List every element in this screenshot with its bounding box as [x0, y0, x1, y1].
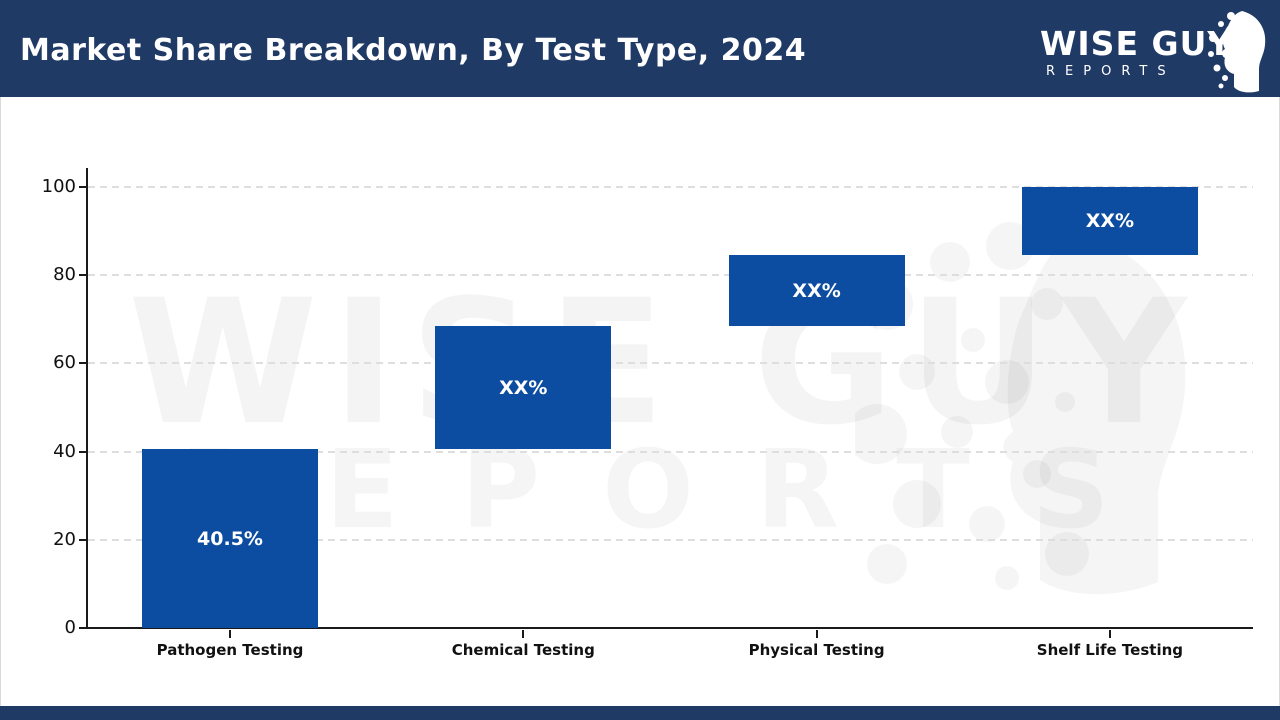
y-tick-mark-100 — [79, 186, 87, 188]
x-tick-mark-0 — [229, 630, 231, 638]
logo-face-icon — [1208, 11, 1266, 93]
y-tick-label-0: 0 — [64, 617, 76, 638]
y-tick-mark-20 — [79, 538, 87, 541]
logo-wiseguy-text: WISE GUY — [1040, 24, 1233, 63]
gridline-60 — [88, 362, 1253, 365]
footer-bar — [0, 706, 1280, 720]
x-category-label-shelf-life-testing: Shelf Life Testing — [1036, 641, 1184, 659]
gridline-100 — [88, 186, 1253, 188]
y-tick-mark-40 — [79, 450, 87, 453]
x-tick-mark-3 — [1108, 630, 1111, 638]
y-tick-label-100: 100 — [41, 176, 76, 197]
bar-value-label: XX% — [1085, 210, 1135, 233]
bar-shelf-life-testing: XX% — [1021, 187, 1198, 256]
x-tick-mark-1 — [522, 630, 525, 638]
x-tick-mark-2 — [815, 630, 818, 638]
page-title: Market Share Breakdown, By Test Type, 20… — [20, 33, 807, 68]
x-axis-spine — [86, 627, 1253, 629]
x-category-label-pathogen-testing: Pathogen Testing — [156, 641, 304, 659]
bar-physical-testing: XX% — [728, 255, 905, 326]
gridline-20 — [88, 538, 1253, 541]
y-tick-mark-60 — [79, 362, 87, 365]
x-category-label-physical-testing: Physical Testing — [748, 641, 885, 659]
y-tick-mark-0 — [79, 627, 87, 629]
y-tick-label-60: 60 — [53, 352, 76, 374]
gridline-80 — [88, 274, 1253, 277]
gridline-40 — [88, 450, 1253, 453]
y-tick-label-80: 80 — [53, 264, 76, 286]
wise-guy-reports-logo: WISE GUY REPORTS — [1002, 6, 1270, 94]
logo-reports-text: REPORTS — [1046, 64, 1176, 79]
y-tick-label-20: 20 — [53, 528, 76, 550]
bar-value-label: 40.5% — [197, 527, 263, 550]
y-tick-label-40: 40 — [53, 440, 76, 462]
bar-value-label: XX% — [499, 376, 548, 399]
header-bar: Market Share Breakdown, By Test Type, 20… — [0, 0, 1280, 97]
bar-value-label: XX% — [792, 279, 841, 302]
x-category-label-chemical-testing: Chemical Testing — [451, 641, 595, 659]
watermark-reports-text: REPORTS — [180, 428, 1172, 553]
bar-pathogen-testing: 40.5% — [142, 449, 318, 628]
y-tick-mark-80 — [79, 274, 87, 277]
bar-chemical-testing: XX% — [435, 325, 612, 450]
y-axis-spine — [86, 168, 88, 629]
